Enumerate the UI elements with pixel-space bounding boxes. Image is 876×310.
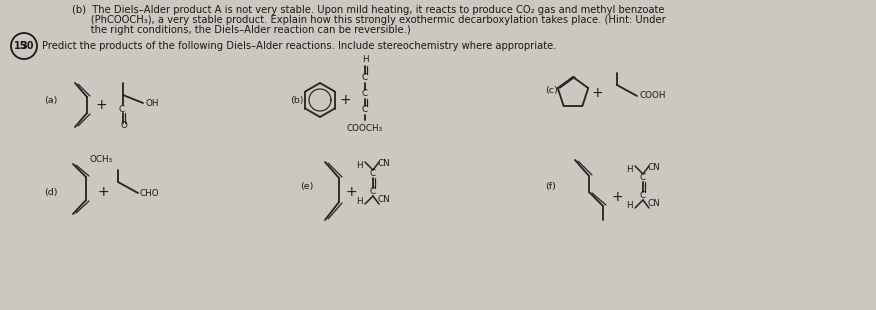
Text: +: + xyxy=(97,185,109,199)
Text: C: C xyxy=(119,104,125,113)
Text: C: C xyxy=(640,172,646,181)
Text: (c): (c) xyxy=(545,86,558,95)
Text: CN: CN xyxy=(377,160,390,169)
Text: C: C xyxy=(370,188,376,197)
Text: +: + xyxy=(95,98,107,112)
Text: C: C xyxy=(640,192,646,201)
Text: the right conditions, the Diels–Alder reaction can be reversible.): the right conditions, the Diels–Alder re… xyxy=(72,25,411,35)
Text: CN: CN xyxy=(647,200,660,209)
Text: +: + xyxy=(611,190,623,204)
Text: 30: 30 xyxy=(20,41,34,51)
Text: C: C xyxy=(362,73,368,82)
Text: H: H xyxy=(626,202,633,210)
Text: H: H xyxy=(357,162,363,171)
Text: H: H xyxy=(362,55,368,64)
Text: +: + xyxy=(345,185,357,199)
Text: COOH: COOH xyxy=(639,91,666,100)
Text: (e): (e) xyxy=(300,183,314,192)
Text: C: C xyxy=(362,105,368,114)
Text: CHO: CHO xyxy=(140,189,159,198)
Text: (a): (a) xyxy=(44,95,57,104)
Text: COOCH₃: COOCH₃ xyxy=(347,124,383,133)
Text: C: C xyxy=(362,90,368,99)
Text: CN: CN xyxy=(647,163,660,172)
Text: H: H xyxy=(626,166,633,175)
Text: OH: OH xyxy=(145,99,159,108)
Text: CN: CN xyxy=(377,196,390,205)
Text: 15: 15 xyxy=(14,41,28,51)
Text: (d): (d) xyxy=(44,188,58,197)
Text: +: + xyxy=(591,86,603,100)
Text: O: O xyxy=(121,122,127,131)
Text: (f): (f) xyxy=(545,183,556,192)
Text: (b)  The Diels–Alder product A is not very stable. Upon mild heating, it reacts : (b) The Diels–Alder product A is not ver… xyxy=(72,5,665,15)
Text: H: H xyxy=(357,197,363,206)
Text: (b): (b) xyxy=(290,95,303,104)
Text: C: C xyxy=(370,169,376,178)
Text: Predict the products of the following Diels–Alder reactions. Include stereochemi: Predict the products of the following Di… xyxy=(42,41,556,51)
Text: OCH₃: OCH₃ xyxy=(90,156,113,165)
Text: +: + xyxy=(339,93,350,107)
Text: (PhCOOCH₃), a very stable product. Explain how this strongly exothermic decarbox: (PhCOOCH₃), a very stable product. Expla… xyxy=(72,15,666,25)
